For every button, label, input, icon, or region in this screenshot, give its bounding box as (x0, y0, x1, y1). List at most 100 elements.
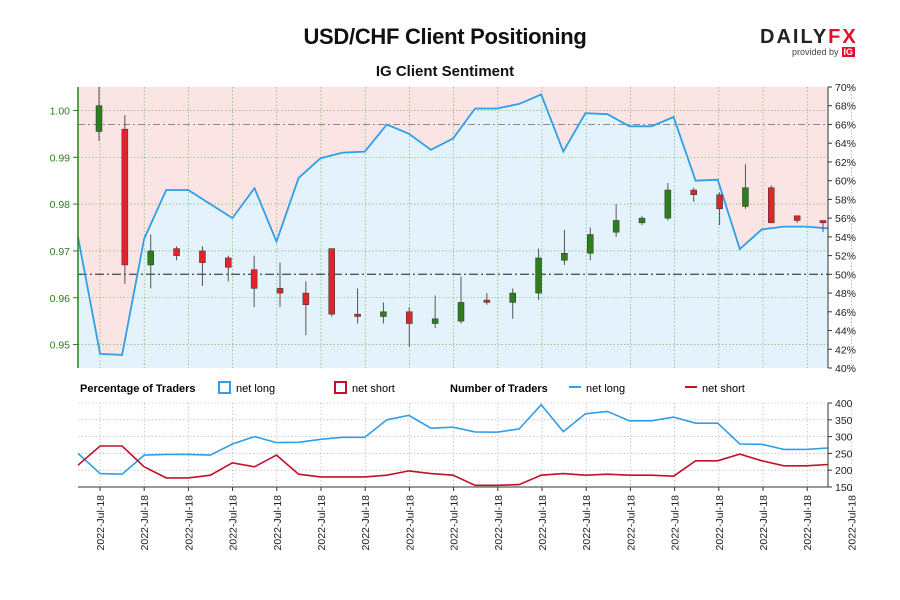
x-tick-label: 2022-Jul-18 (404, 495, 416, 551)
ig-logo: IG (841, 47, 856, 57)
candlestick (199, 246, 206, 287)
percent-tick-label: 50% (835, 269, 856, 281)
candlestick (225, 255, 232, 282)
count-tick-label: 400 (835, 398, 853, 410)
candle-body (819, 220, 827, 224)
candle-body (95, 105, 103, 132)
x-tick-label: 2022-Jul-18 (183, 495, 195, 551)
candlestick (95, 87, 103, 141)
candlestick (664, 183, 672, 221)
x-tick-label: 2022-Jul-18 (670, 495, 682, 551)
net-long-percentage-line (77, 93, 829, 356)
net-long-region (78, 94, 828, 368)
percent-tick-label: 42% (835, 344, 856, 356)
legend-pct-short-swatch (334, 381, 347, 394)
candle-body (302, 292, 310, 306)
candlestick (509, 288, 516, 319)
x-tick-label: 2022-Jul-18 (95, 495, 107, 551)
candlestick (638, 215, 646, 226)
x-tick-label: 2022-Jul-18 (228, 495, 240, 551)
candle-body (457, 302, 465, 322)
candle-body (431, 318, 439, 324)
trader-count-panel: 150 200 250 300 350 400 (77, 398, 853, 494)
legend-num-short: net short (702, 383, 745, 395)
candlestick (380, 302, 387, 324)
price-sentiment-panel: 0.95 0.96 0.97 0.98 0.99 1.00 40% 42% 44% 46% 48% 5… (50, 82, 856, 375)
candlestick (173, 246, 180, 261)
candlestick (121, 115, 129, 284)
candle-body (173, 248, 180, 256)
chart-legend: Percentage of Traders net long net short… (80, 381, 745, 395)
price-tick-label: 0.98 (50, 199, 71, 211)
logo-brand-right: FX (828, 26, 858, 48)
candle-body (406, 311, 413, 324)
candle-body (225, 257, 232, 268)
price-tick-label: 0.95 (50, 340, 71, 352)
logo-brand-left: DAILY (760, 26, 829, 48)
candle-body (147, 250, 154, 266)
count-tick-label: 200 (835, 465, 853, 477)
candlestick (742, 164, 749, 209)
percent-tick-label: 62% (835, 157, 856, 169)
legend-pct-long: net long (236, 383, 275, 395)
x-tick-label: 2022-Jul-18 (758, 495, 770, 551)
logo-provided-by: provided by IG (792, 47, 870, 57)
candle-body (535, 257, 542, 294)
candlestick (535, 248, 542, 301)
percent-tick-label: 64% (835, 138, 856, 150)
candle-body (638, 217, 646, 224)
percent-tick-label: 54% (835, 232, 856, 244)
legend-pct-long-swatch (218, 381, 231, 394)
candle-body (587, 234, 594, 254)
count-tick-label: 250 (835, 448, 853, 460)
candlestick (768, 185, 775, 224)
candle-body (354, 313, 361, 317)
x-tick-label: 2022-Jul-18 (360, 495, 372, 551)
percent-tick-label: 40% (835, 363, 856, 375)
candle-body (509, 292, 516, 303)
percent-tick-label: 48% (835, 288, 856, 300)
candle-body (250, 269, 258, 289)
dailyfx-logo: DAILYFX provided by IG (760, 26, 870, 57)
candlestick (819, 220, 827, 233)
price-tick-label: 0.96 (50, 293, 71, 305)
candle-body (328, 248, 335, 315)
candle-body (793, 215, 801, 221)
logo-wordmark: DAILYFX (760, 26, 870, 49)
candle-body (664, 189, 672, 219)
x-axis: 2022-Jul-18 2022-Jul-18 2022-Jul-18 2022-Ju… (78, 486, 858, 551)
candlestick (612, 204, 620, 237)
price-tick-label: 0.97 (50, 246, 71, 258)
candle-body (612, 220, 620, 233)
legend-pct-title: Percentage of Traders (80, 383, 196, 395)
percent-tick-label: 56% (835, 213, 856, 225)
candlestick (250, 255, 258, 308)
candlestick (561, 229, 568, 265)
legend-pct-short: net short (352, 383, 395, 395)
candle-body (199, 250, 206, 263)
candlestick (587, 227, 594, 261)
x-tick-label: 2022-Jul-18 (846, 495, 858, 551)
legend-num-title: Number of Traders (450, 383, 548, 395)
candlestick (328, 248, 335, 317)
price-tick-label: 0.99 (50, 152, 71, 164)
percent-tick-label: 58% (835, 194, 856, 206)
x-tick-label: 2022-Jul-18 (139, 495, 151, 551)
percent-tick-label: 46% (835, 307, 856, 319)
percent-tick-label: 66% (835, 119, 856, 131)
chart-subtitle: IG Client Sentiment (375, 63, 515, 80)
count-tick-label: 350 (835, 415, 853, 427)
percent-tick-label: 52% (835, 251, 856, 263)
chart-title: USD/CHF Client Positioning (303, 24, 587, 49)
net-short-count-line (77, 445, 829, 487)
candlestick (302, 281, 310, 336)
x-tick-label: 2022-Jul-18 (714, 495, 726, 551)
x-tick-label: 2022-Jul-18 (537, 495, 549, 551)
percent-tick-label: 70% (835, 82, 856, 94)
x-tick-label: 2022-Jul-18 (581, 495, 593, 551)
x-tick-label: 2022-Jul-18 (316, 495, 328, 551)
candle-body (121, 128, 129, 266)
candlestick (483, 293, 491, 305)
candle-body (276, 288, 284, 294)
